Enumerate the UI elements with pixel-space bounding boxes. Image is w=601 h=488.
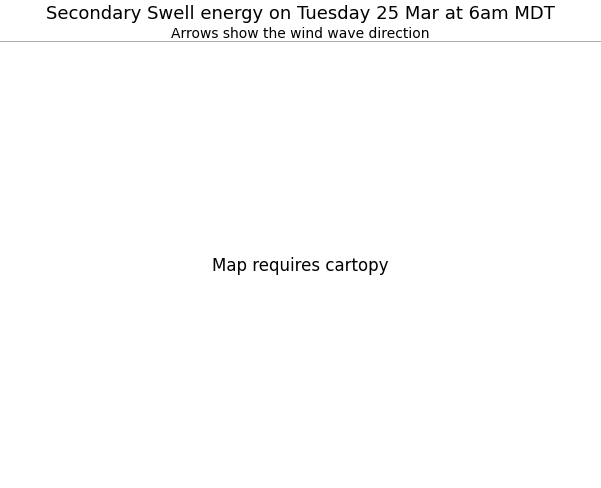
Text: Arrows show the wind wave direction: Arrows show the wind wave direction bbox=[171, 26, 430, 41]
Text: Map requires cartopy: Map requires cartopy bbox=[212, 257, 389, 274]
Text: Secondary Swell energy on Tuesday 25 Mar at 6am MDT: Secondary Swell energy on Tuesday 25 Mar… bbox=[46, 5, 555, 23]
